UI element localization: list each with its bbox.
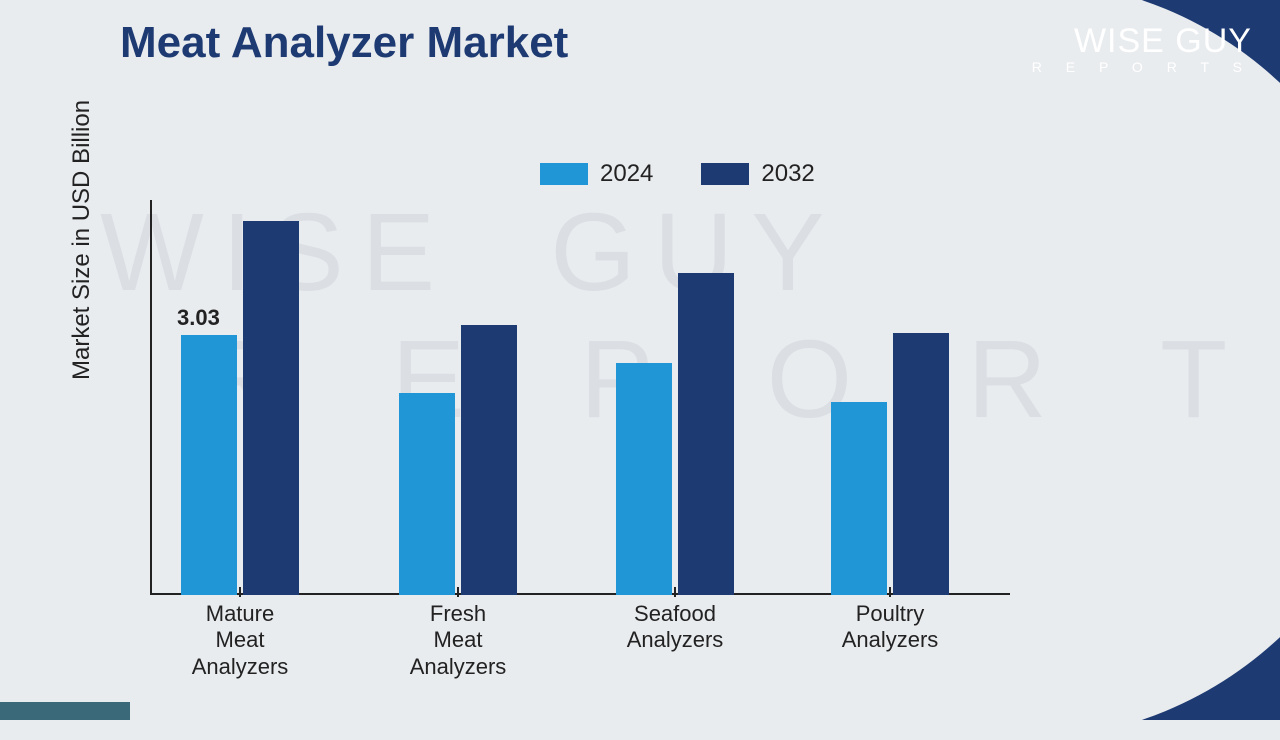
bar-2032 xyxy=(461,325,517,595)
category-label: Mature Meat Analyzers xyxy=(150,601,330,680)
category-label: Seafood Analyzers xyxy=(585,601,765,654)
bar-2032 xyxy=(678,273,734,595)
bar-2024 xyxy=(399,393,455,595)
category-label: Poultry Analyzers xyxy=(800,601,980,654)
legend-item-2032: 2032 xyxy=(701,160,814,188)
legend-label-2024: 2024 xyxy=(600,160,653,188)
y-axis-label: Market Size in USD Billion xyxy=(68,100,96,380)
bar-2032 xyxy=(893,333,949,595)
brand-logo: WISE GUY R E P O R T S xyxy=(1032,22,1252,75)
x-tick xyxy=(674,587,676,597)
brand-line-2: R E P O R T S xyxy=(1032,59,1252,75)
bar-2032 xyxy=(243,221,299,595)
legend: 2024 2032 xyxy=(540,160,815,188)
x-tick xyxy=(889,587,891,597)
legend-swatch-2032 xyxy=(701,163,749,185)
category-label: Fresh Meat Analyzers xyxy=(368,601,548,680)
bar-2024 xyxy=(831,402,887,595)
bar-value-label: 3.03 xyxy=(177,305,220,331)
brand-line-1: WISE GUY xyxy=(1032,22,1252,61)
legend-item-2024: 2024 xyxy=(540,160,653,188)
y-axis xyxy=(150,200,152,595)
bar-2024 xyxy=(616,363,672,595)
x-tick xyxy=(239,587,241,597)
chart-title: Meat Analyzer Market xyxy=(120,18,568,68)
legend-swatch-2024 xyxy=(540,163,588,185)
bottom-accent-bar xyxy=(0,702,130,720)
bar-2024 xyxy=(181,335,237,595)
legend-label-2032: 2032 xyxy=(761,160,814,188)
x-tick xyxy=(457,587,459,597)
bar-chart: 3.03Mature Meat AnalyzersFresh Meat Anal… xyxy=(150,200,1010,595)
plot-area: 3.03Mature Meat AnalyzersFresh Meat Anal… xyxy=(150,200,1010,595)
